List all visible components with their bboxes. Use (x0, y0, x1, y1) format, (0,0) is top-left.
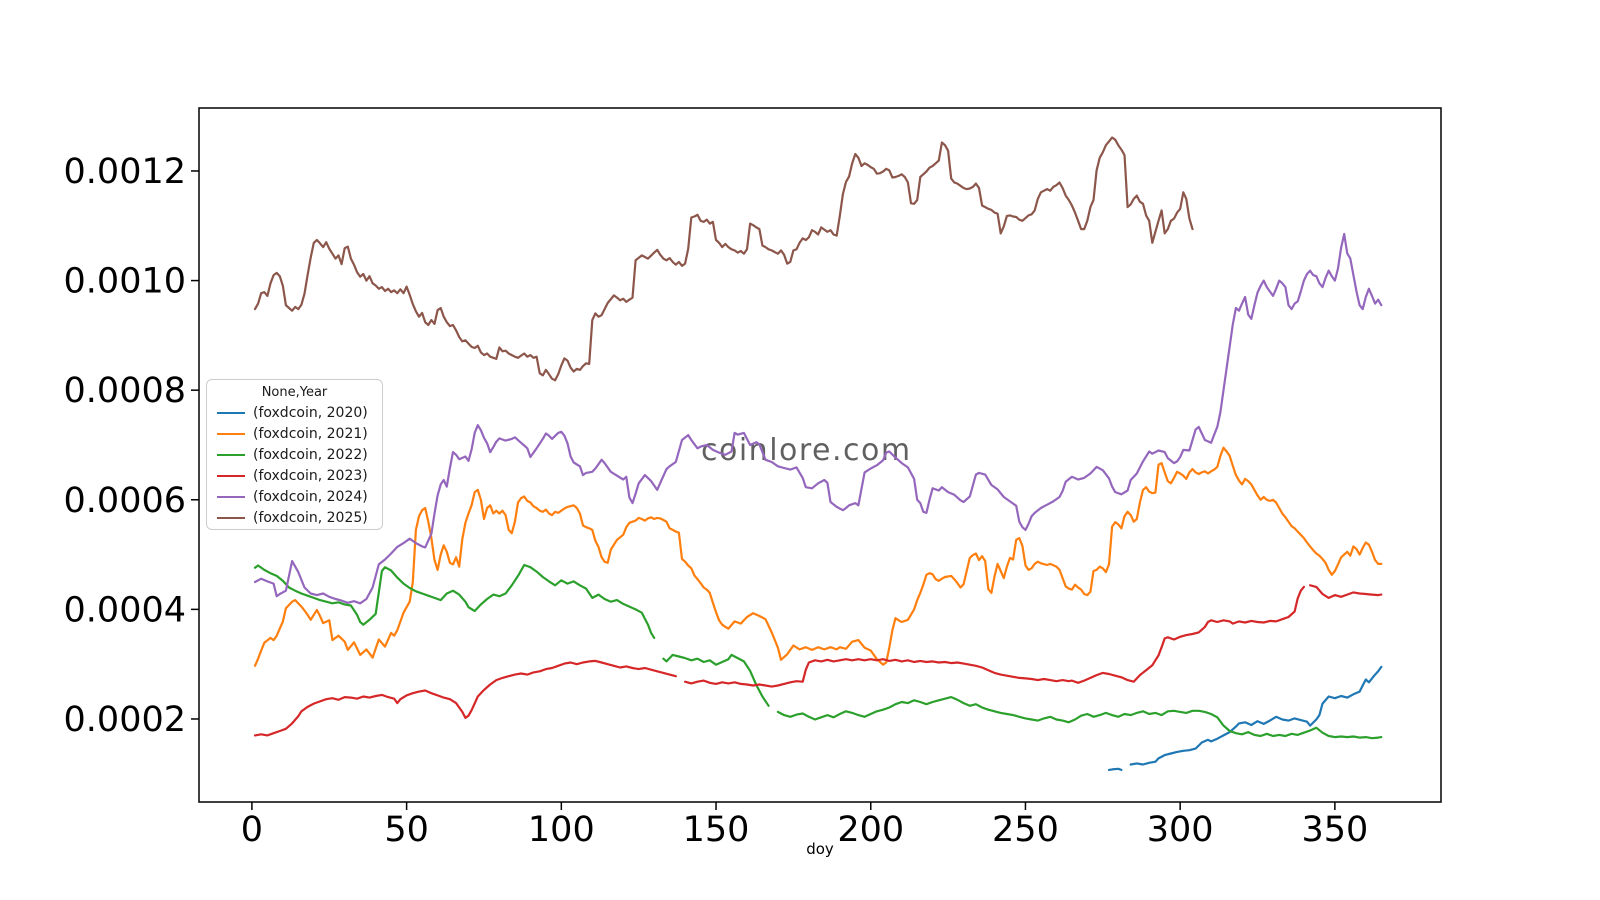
series-layer (253, 136, 1383, 772)
legend-swatch-line (217, 453, 245, 456)
ticks-layer: 0 50 100 150 200 250 300 350 0.0002 0.0004 0.0006 0… (64, 152, 1369, 850)
x-tick-label: 0 (241, 810, 263, 850)
x-tick-label: 250 (992, 810, 1059, 850)
axes-layer (198, 107, 1442, 803)
y-tick-label: 0.0004 (64, 590, 186, 630)
legend-item-2023: (foxdcoin, 2023) (207, 465, 382, 486)
series-line-2022 (253, 563, 656, 640)
legend-title: None,Year (261, 385, 328, 400)
legend-item-label: (foxdcoin, 2020) (253, 404, 368, 421)
series-line-2023 (1308, 584, 1383, 600)
series-line-2023 (683, 585, 1306, 688)
y-tick-label: 0.0006 (64, 481, 186, 521)
series-line-2025 (253, 136, 1194, 382)
series-line-2020 (1107, 767, 1123, 772)
legend-swatch-line (217, 474, 245, 477)
legend-item-label: (foxdcoin, 2022) (253, 446, 368, 463)
x-tick-label: 350 (1301, 810, 1368, 850)
legend-item-label: (foxdcoin, 2021) (253, 425, 368, 442)
plot-border (198, 107, 1442, 803)
legend-item-2025: (foxdcoin, 2025) (207, 507, 382, 528)
x-axis-label: doy (806, 840, 834, 858)
series-line-2024 (253, 232, 1383, 605)
legend-item-label: (foxdcoin, 2024) (253, 488, 368, 505)
legend-item-2021: (foxdcoin, 2021) (207, 423, 382, 444)
legend-swatch-line (217, 495, 245, 498)
legend: None,Year (foxdcoin, 2020) (foxdcoin, 202… (206, 379, 383, 530)
legend-items: (foxdcoin, 2020) (foxdcoin, 2021) (foxdcoi… (207, 402, 382, 528)
legend-swatch-line (217, 516, 245, 519)
legend-item-2020: (foxdcoin, 2020) (207, 402, 382, 423)
legend-item-2022: (foxdcoin, 2022) (207, 444, 382, 465)
series-line-2022 (776, 695, 1383, 740)
series-line-2020 (1129, 665, 1383, 766)
legend-item-label: (foxdcoin, 2023) (253, 467, 368, 484)
legend-item-label: (foxdcoin, 2025) (253, 509, 368, 526)
x-tick-label: 100 (528, 810, 595, 850)
x-tick-label: 50 (384, 810, 429, 850)
x-tick-label: 150 (683, 810, 750, 850)
y-tick-label: 0.0012 (64, 152, 186, 192)
x-tick-label: 300 (1147, 810, 1214, 850)
y-tick-label: 0.0002 (64, 700, 186, 740)
legend-swatch-line (217, 411, 245, 414)
series-line-2022 (662, 653, 770, 707)
series-line-2021 (253, 446, 1383, 667)
x-tick-label: 200 (837, 810, 904, 850)
legend-swatch-line (217, 432, 245, 435)
series-line-2023 (253, 659, 677, 737)
y-tick-label: 0.0008 (64, 371, 186, 411)
watermark: coinlore.com (701, 433, 912, 468)
y-tick-label: 0.0010 (64, 262, 186, 302)
legend-item-2024: (foxdcoin, 2024) (207, 486, 382, 507)
